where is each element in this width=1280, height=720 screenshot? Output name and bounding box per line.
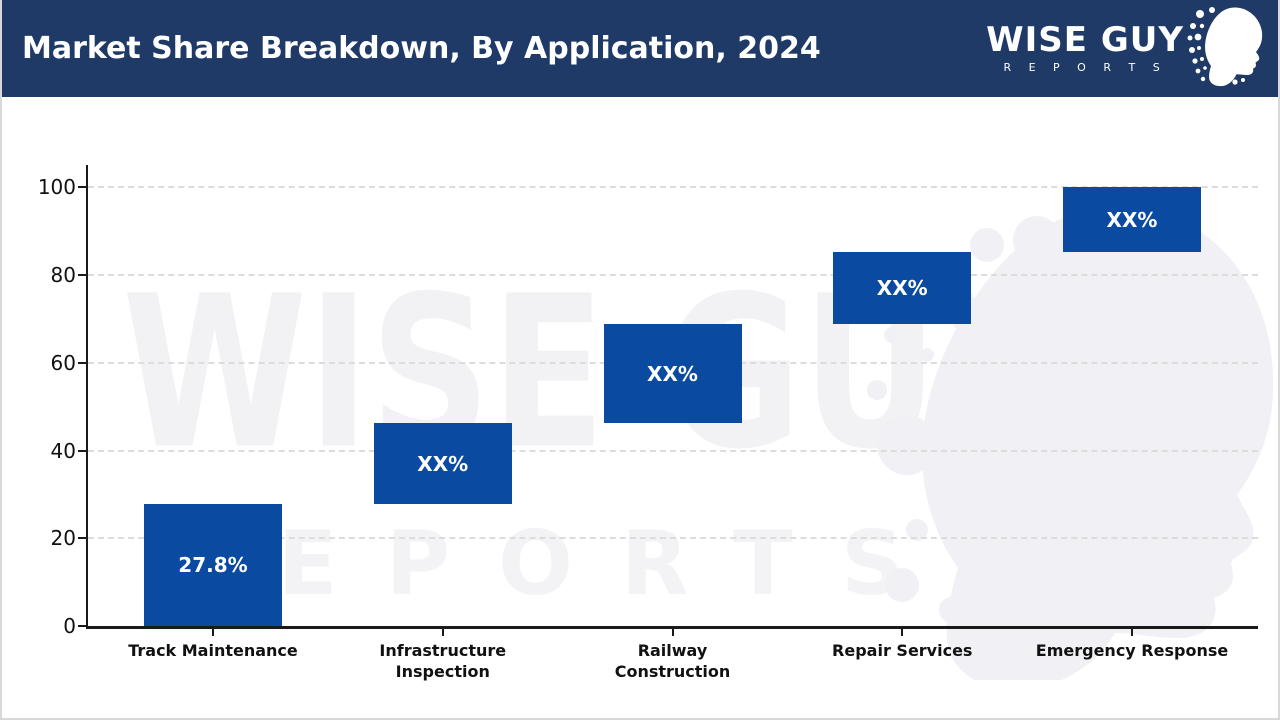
bar-4 <box>833 252 972 325</box>
y-tick-label-0: 0 <box>63 614 76 639</box>
category-label-line: Emergency Response <box>1035 641 1229 661</box>
bar-3 <box>603 324 742 424</box>
bar-value-label-2: XX% <box>417 451 469 476</box>
y-tick-label-20: 20 <box>50 526 76 551</box>
y-tick-mark-40 <box>78 449 87 452</box>
x-axis-line <box>86 626 1258 629</box>
chart-area: 0 20 40 60 80 100 27.8% Track Maintenance XX% Inf… <box>2 97 1278 718</box>
category-label-line: Infrastructure <box>379 641 507 661</box>
brand-name: WISE GUY <box>986 20 1184 60</box>
x-tick-mark-1 <box>212 628 214 637</box>
y-tick-mark-100 <box>78 185 87 188</box>
head-profile-icon <box>1186 4 1268 94</box>
brand-logo: WISE GUY R E P O R T S <box>986 4 1268 94</box>
bar-value-label-1: 27.8% <box>178 553 248 578</box>
x-tick-mark-4 <box>901 628 904 637</box>
watermark-head-icon <box>832 150 1278 690</box>
watermark-reports: REPORTS <box>161 512 953 615</box>
brand-subtitle: R E P O R T S <box>1003 61 1167 74</box>
category-label-1: Track Maintenance <box>93 640 333 661</box>
gridline-80 <box>88 273 1258 276</box>
bar-5 <box>1063 186 1201 253</box>
gridline-40 <box>88 449 1258 452</box>
bar-value-label-4: XX% <box>876 276 928 301</box>
category-label-line: Inspection <box>395 662 490 682</box>
x-tick-mark-5 <box>1131 628 1133 637</box>
y-tick-label-40: 40 <box>50 438 76 463</box>
y-tick-mark-20 <box>78 537 87 540</box>
y-tick-mark-80 <box>78 273 87 276</box>
bar-2 <box>373 423 512 505</box>
category-label-4: Repair Services <box>782 640 1022 661</box>
category-label-5: Emergency Response <box>1012 640 1252 661</box>
x-tick-mark-2 <box>441 628 444 637</box>
bar-value-label-5: XX% <box>1106 207 1158 232</box>
x-tick-mark-3 <box>671 628 674 637</box>
category-label-3: Railway Construction <box>553 640 793 682</box>
bar-1 <box>144 504 282 627</box>
category-label-line: Repair Services <box>832 641 973 661</box>
category-label-line: Construction <box>614 662 731 682</box>
header: Market Share Breakdown, By Application, … <box>2 0 1278 97</box>
page-title: Market Share Breakdown, By Application, … <box>22 31 821 66</box>
category-label-2: Infrastructure Inspection <box>323 640 563 682</box>
y-tick-label-60: 60 <box>50 350 76 375</box>
y-tick-mark-60 <box>78 361 87 364</box>
category-label-line: Railway <box>637 641 708 661</box>
gridline-100 <box>88 185 1258 188</box>
gridline-20 <box>88 537 1258 540</box>
category-label-line: Track Maintenance <box>128 641 298 661</box>
y-tick-label-100: 100 <box>37 174 76 199</box>
y-tick-label-80: 80 <box>50 262 76 287</box>
brand-logo-text: WISE GUY R E P O R T S <box>986 23 1184 74</box>
y-tick-mark-0 <box>78 625 87 628</box>
y-axis-line <box>86 164 88 629</box>
bar-value-label-3: XX% <box>647 361 698 386</box>
